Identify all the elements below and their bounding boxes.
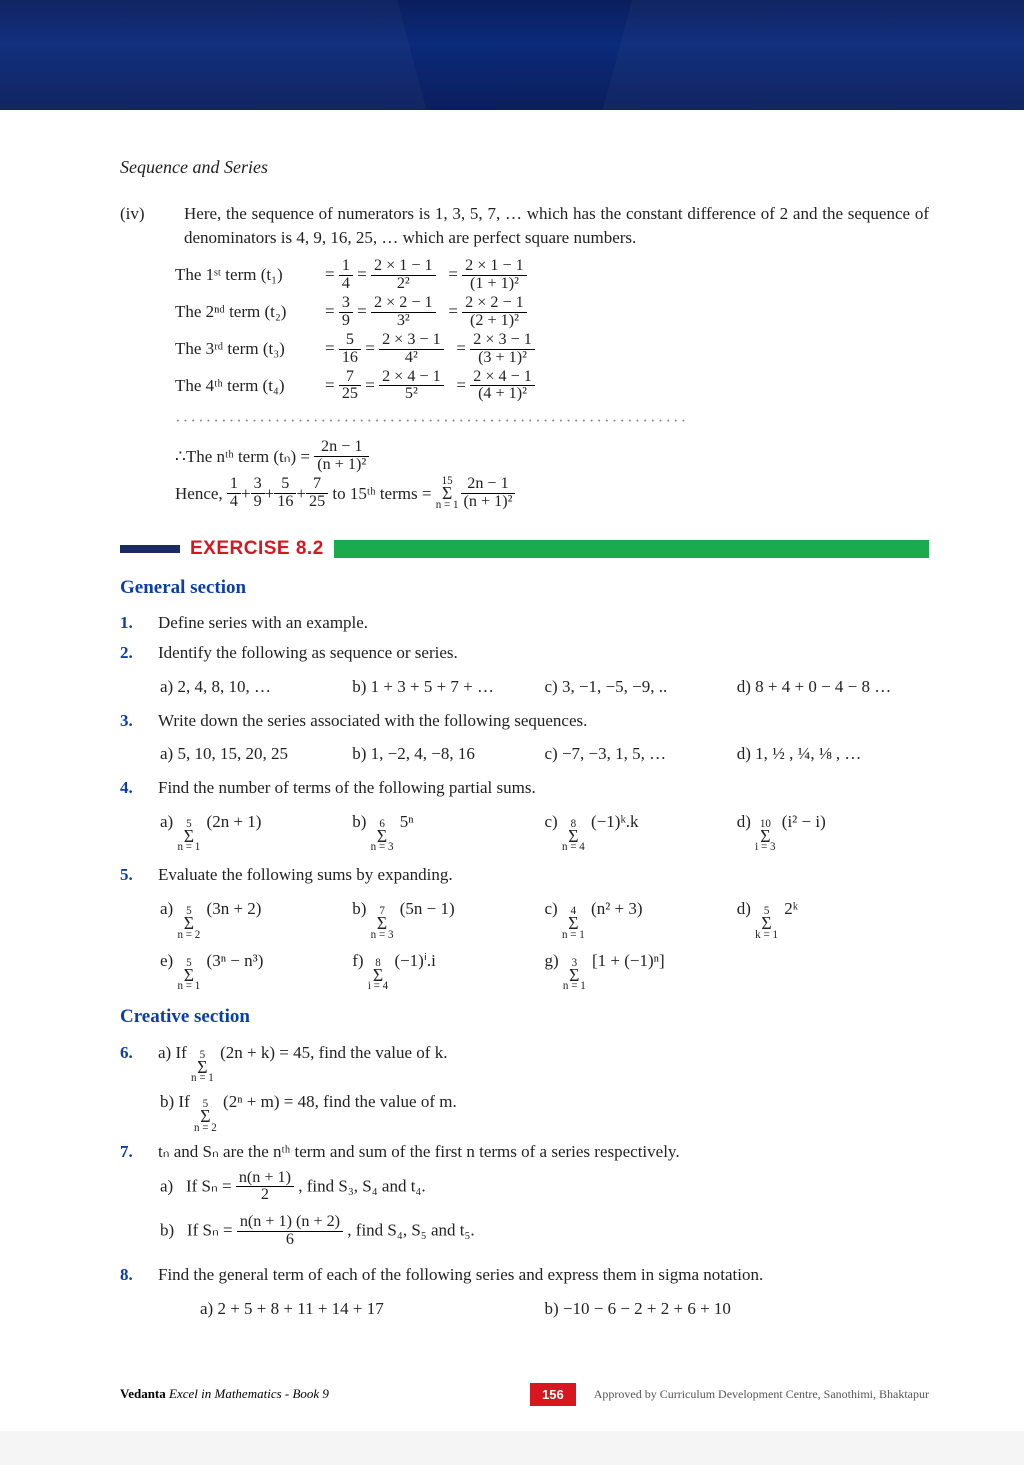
item-intro: Here, the sequence of numerators is 1, 3… xyxy=(184,202,929,250)
q1: 1.Define series with an example. xyxy=(120,611,929,635)
hence-line: Hence, 14 + 39 + 516 + 725 to 15ᵗʰ terms… xyxy=(175,476,929,511)
chapter-title: Sequence and Series xyxy=(120,155,929,180)
q5-options-row1: a) 5Σn = 2 (3n + 2) b) 7Σn = 3 (5n − 1) … xyxy=(160,893,929,944)
book-title: Vedanta Vedanta Excel in Mathematics - B… xyxy=(120,1386,329,1402)
item-marker: (iv) xyxy=(120,202,156,250)
approved-text: Approved by Curriculum Development Centr… xyxy=(594,1387,929,1402)
exercise-banner: EXERCISE 8.2 xyxy=(120,536,929,563)
q3: 3.Write down the series associated with … xyxy=(120,709,929,733)
q2: 2.Identify the following as sequence or … xyxy=(120,641,929,665)
sigma-expression: 15Σn = 1 xyxy=(436,476,461,510)
term-rows: The 1ˢᵗ term (t₁) = 14 = 2 × 1 − 12² = 2… xyxy=(120,258,929,404)
page-number: 156 xyxy=(530,1383,576,1406)
page-footer: Vedanta Vedanta Excel in Mathematics - B… xyxy=(0,1383,1024,1431)
page: Sequence and Series (iv) Here, the seque… xyxy=(0,0,1024,1431)
term-row: The 3ʳᵈ term (t₃) = 516 = 2 × 3 − 14² = … xyxy=(175,332,929,367)
item-iv: (iv) Here, the sequence of numerators is… xyxy=(120,202,929,250)
term-row: The 1ˢᵗ term (t₁) = 14 = 2 × 1 − 12² = 2… xyxy=(175,258,929,293)
q7a: a) If Sₙ = n(n + 1)2 , find S₃, S₄ and t… xyxy=(160,1170,929,1205)
content-area: Sequence and Series (iv) Here, the seque… xyxy=(0,110,1024,1355)
q2-options: a) 2, 4, 8, 10, …b) 1 + 3 + 5 + 7 + …c) … xyxy=(160,671,929,703)
ellipsis-divider: ········································… xyxy=(175,409,929,433)
q8-options: a) 2 + 5 + 8 + 11 + 14 + 17b) −10 − 6 − … xyxy=(160,1293,929,1325)
term-row: The 4ᵗʰ term (t₄) = 725 = 2 × 4 − 15² = … xyxy=(175,369,929,404)
q4-options: a) 5Σn = 1 (2n + 1) b) 6Σn = 3 5ⁿ c) 8Σn… xyxy=(160,806,929,857)
exercise-title: EXERCISE 8.2 xyxy=(180,536,334,563)
q7b: b) If Sₙ = n(n + 1) (n + 2)6 , find S₄, … xyxy=(160,1214,929,1249)
banner-dark-block xyxy=(120,545,180,553)
general-section-title: General section xyxy=(120,575,929,602)
q8: 8.Find the general term of each of the f… xyxy=(120,1263,929,1287)
q4: 4.Find the number of terms of the follow… xyxy=(120,776,929,800)
creative-section-title: Creative section xyxy=(120,1004,929,1031)
q3-options: a) 5, 10, 15, 20, 25b) 1, −2, 4, −8, 16c… xyxy=(160,738,929,770)
term-row: The 2ⁿᵈ term (t₂) = 39 = 2 × 2 − 13² = 2… xyxy=(175,295,929,330)
nth-term: ∴The nᵗʰ term (tₙ) = 2n − 1(n + 1)² xyxy=(175,439,929,474)
q5: 5.Evaluate the following sums by expandi… xyxy=(120,863,929,887)
q6: 6. a) If 5Σn = 1 (2n + k) = 45, find the… xyxy=(120,1041,929,1084)
q6b: b) If 5Σn = 2 (2ⁿ + m) = 48, find the va… xyxy=(160,1090,929,1133)
banner-green-block xyxy=(334,540,929,558)
top-banner xyxy=(0,0,1024,110)
q7: 7.tₙ and Sₙ are the nᵗʰ term and sum of … xyxy=(120,1140,929,1164)
q5-options-row2: e) 5Σn = 1 (3ⁿ − n³) f) 8Σi = 4 (−1)ⁱ.i … xyxy=(160,945,929,996)
